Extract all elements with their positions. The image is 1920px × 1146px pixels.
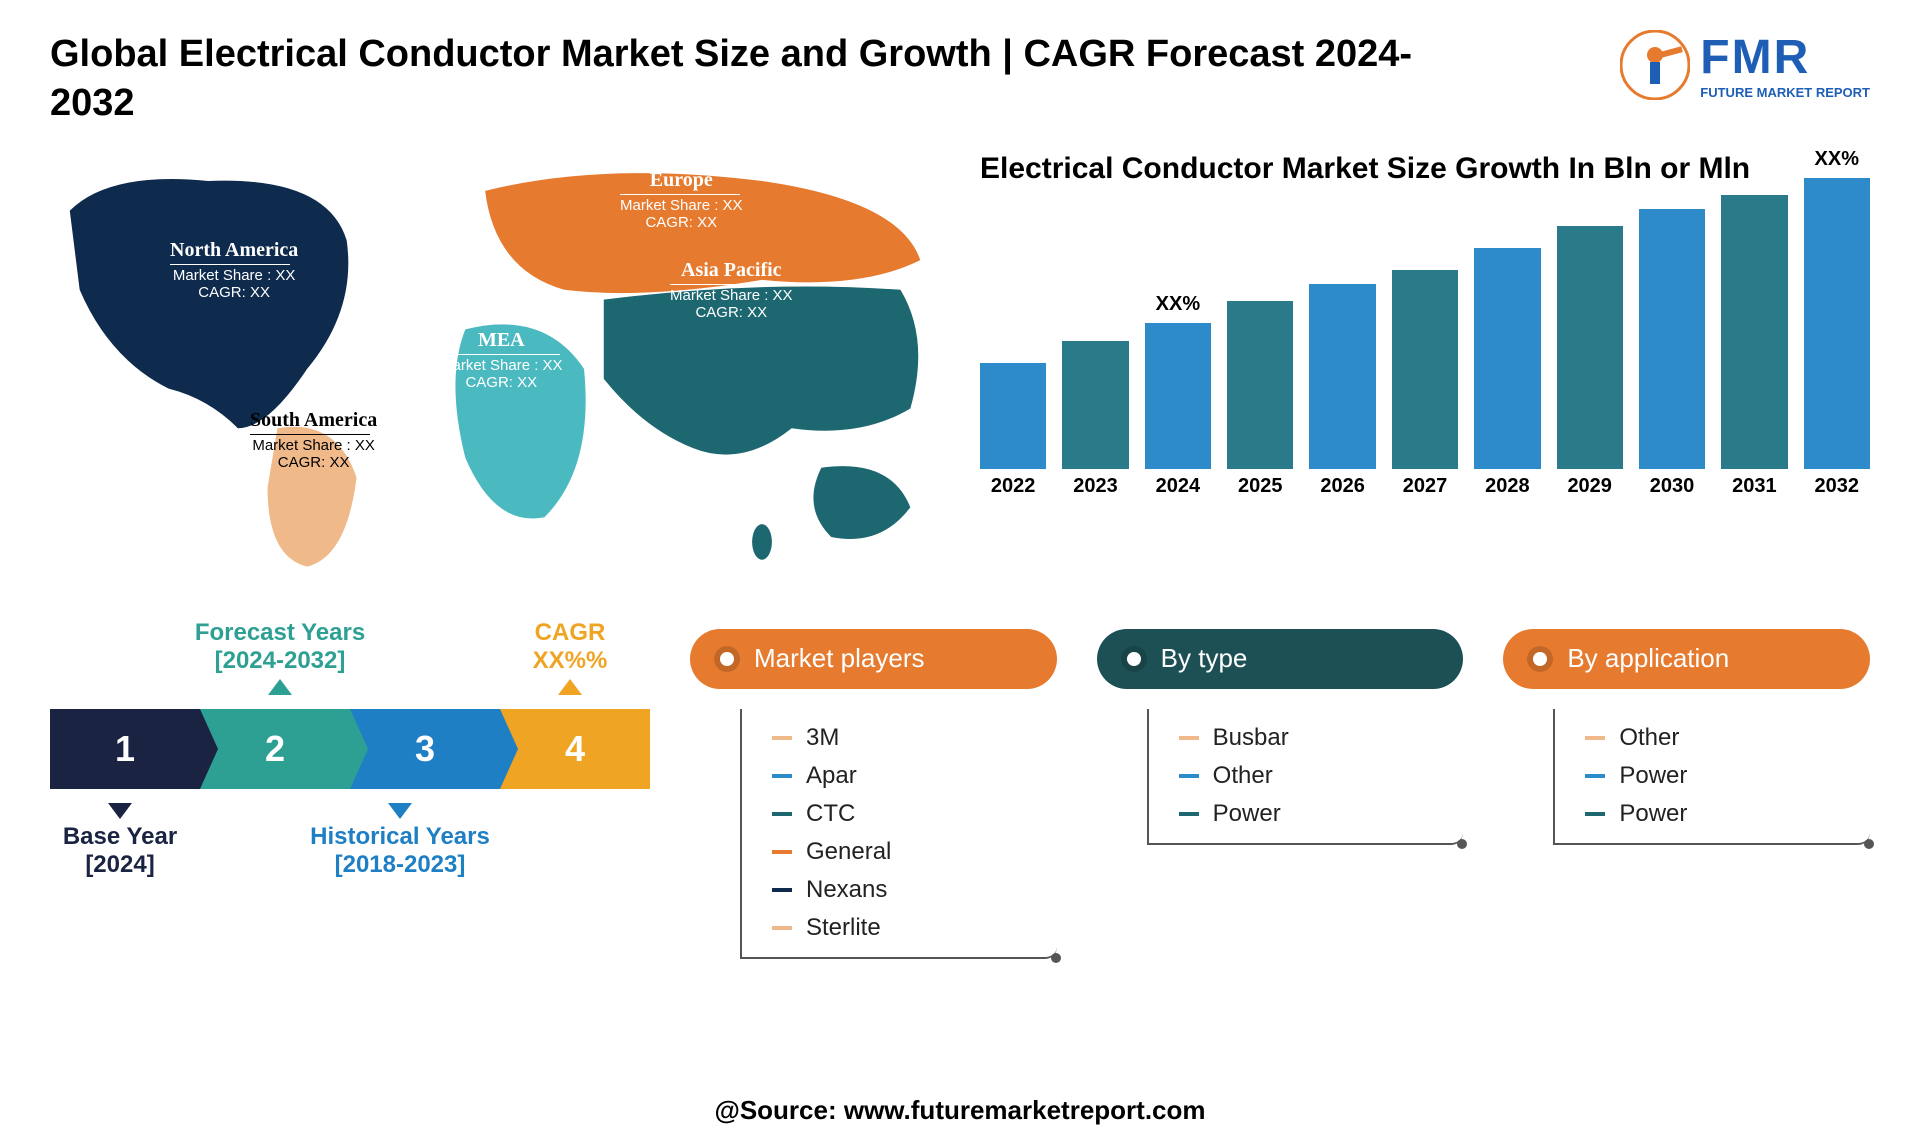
list-item: Power <box>1585 795 1850 833</box>
historical-sub: [2018-2023] <box>300 851 500 879</box>
list-item: Other <box>1585 719 1850 757</box>
bar: XX% 2024 <box>1145 323 1211 498</box>
forecast-title: Forecast Years <box>180 619 380 647</box>
region-label: MEAMarket Share : XXCAGR: XX <box>440 329 563 391</box>
bar: 2031 <box>1721 195 1787 498</box>
page-title: Global Electrical Conductor Market Size … <box>50 30 1450 129</box>
base-title: Base Year <box>20 823 220 851</box>
bar: 2027 <box>1392 270 1458 498</box>
top-section: North AmericaMarket Share : XXCAGR: XX So… <box>50 149 1870 569</box>
list-item: General <box>772 833 1037 871</box>
timeline-bar: 1234 <box>50 709 650 789</box>
region-label: South AmericaMarket Share : XXCAGR: XX <box>250 409 377 471</box>
category-header: By application <box>1503 629 1870 689</box>
forecast-sub: [2024-2032] <box>180 647 380 675</box>
category-box: By application OtherPowerPower <box>1503 629 1870 959</box>
cagr-title: CAGR <box>470 619 670 647</box>
bar: 2022 <box>980 363 1046 498</box>
bar: 2026 <box>1309 284 1375 498</box>
bar: 2029 <box>1557 226 1623 498</box>
region-label: Asia PacificMarket Share : XXCAGR: XX <box>670 259 793 321</box>
cagr-sub: XX%% <box>470 647 670 675</box>
timeline-segment: 3 <box>350 709 500 789</box>
bar-chart: Electrical Conductor Market Size Growth … <box>980 149 1870 569</box>
bottom-section: Forecast Years [2024-2032] CAGR XX%% 123… <box>50 629 1870 959</box>
bar: 2030 <box>1639 209 1705 498</box>
list-item: CTC <box>772 795 1037 833</box>
category-body: 3MAparCTCGeneralNexansSterlite <box>740 709 1057 959</box>
timeline-segment: 4 <box>500 709 650 789</box>
list-item: Power <box>1179 795 1444 833</box>
base-sub: [2024] <box>20 851 220 879</box>
list-item: Power <box>1585 757 1850 795</box>
region-label: North AmericaMarket Share : XXCAGR: XX <box>170 239 298 301</box>
bars-container: 2022 2023 XX% 2024 2025 2026 2027 2028 20… <box>980 198 1870 498</box>
bar: 2023 <box>1062 341 1128 498</box>
timeline: Forecast Years [2024-2032] CAGR XX%% 123… <box>50 629 650 789</box>
category-box: By type BusbarOtherPower <box>1097 629 1464 959</box>
logo-subtitle: FUTURE MARKET REPORT <box>1700 85 1870 100</box>
category-box: Market players 3MAparCTCGeneralNexansSte… <box>690 629 1057 959</box>
category-body: OtherPowerPower <box>1553 709 1870 845</box>
bar: XX% 2032 <box>1804 178 1870 498</box>
logo: FMR FUTURE MARKET REPORT <box>1620 30 1870 100</box>
world-map: North AmericaMarket Share : XXCAGR: XX So… <box>50 149 940 569</box>
source-attribution: @Source: www.futuremarketreport.com <box>0 1095 1920 1126</box>
timeline-segment: 2 <box>200 709 350 789</box>
category-header: Market players <box>690 629 1057 689</box>
region-label: EuropeMarket Share : XXCAGR: XX <box>620 169 743 231</box>
category-body: BusbarOtherPower <box>1147 709 1464 845</box>
list-item: Busbar <box>1179 719 1444 757</box>
bar: 2028 <box>1474 248 1540 498</box>
list-item: Sterlite <box>772 909 1037 947</box>
category-header: By type <box>1097 629 1464 689</box>
list-item: 3M <box>772 719 1037 757</box>
list-item: Other <box>1179 757 1444 795</box>
header: Global Electrical Conductor Market Size … <box>50 30 1870 129</box>
telescope-icon <box>1620 30 1690 100</box>
historical-title: Historical Years <box>300 823 500 851</box>
timeline-segment: 1 <box>50 709 200 789</box>
chart-title: Electrical Conductor Market Size Growth … <box>980 149 1870 188</box>
bar: 2025 <box>1227 301 1293 498</box>
list-item: Apar <box>772 757 1037 795</box>
logo-text: FMR <box>1700 30 1810 85</box>
list-item: Nexans <box>772 871 1037 909</box>
